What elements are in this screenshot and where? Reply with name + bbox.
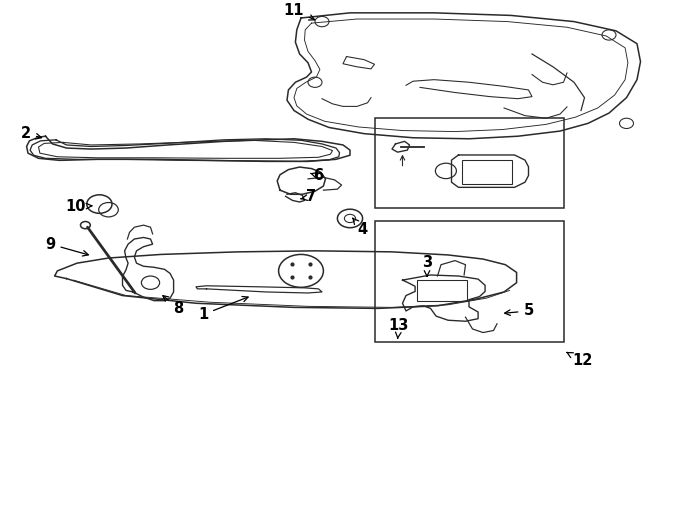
Text: 9: 9	[46, 236, 88, 256]
Text: 3: 3	[422, 254, 432, 276]
Text: 6: 6	[311, 168, 323, 183]
Bar	[462, 159, 512, 185]
Text: 8: 8	[163, 296, 183, 316]
Bar	[374, 118, 564, 208]
Text: 7: 7	[301, 189, 316, 205]
Text: 1: 1	[198, 297, 248, 322]
Text: 2: 2	[21, 126, 41, 141]
Text: 11: 11	[284, 3, 315, 20]
Text: 4: 4	[353, 218, 368, 237]
Text: 12: 12	[567, 352, 593, 369]
Bar	[416, 280, 467, 301]
Bar	[374, 221, 564, 342]
Text: 5: 5	[505, 303, 533, 319]
Text: 13: 13	[389, 318, 410, 339]
Text: 10: 10	[65, 199, 92, 214]
